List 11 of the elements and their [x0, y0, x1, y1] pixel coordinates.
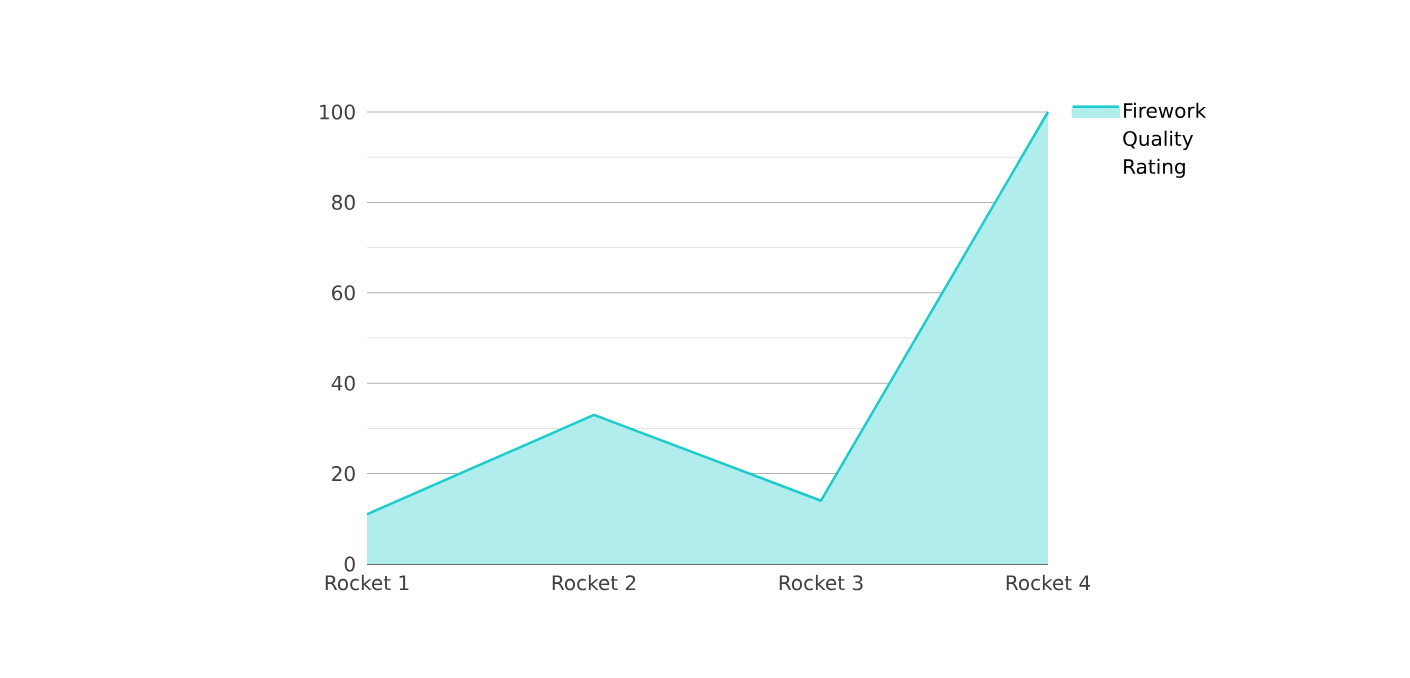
y-tick-label: 100	[320, 104, 355, 120]
legend-label: Firework Quality Rating	[1123, 102, 1207, 178]
x-tick-label: Rocket 3	[779, 574, 863, 591]
x-tick-label: Rocket 4	[1006, 574, 1091, 591]
y-tick-label: 80	[332, 194, 355, 210]
y-tick-label: 40	[331, 375, 355, 391]
x-tick-label: Rocket 1	[325, 574, 409, 591]
y-tick-label: 60	[332, 285, 355, 301]
y-tick-label: 20	[332, 466, 355, 482]
y-tick-label: 0	[344, 556, 355, 572]
x-tick-label: Rocket 2	[552, 574, 636, 591]
